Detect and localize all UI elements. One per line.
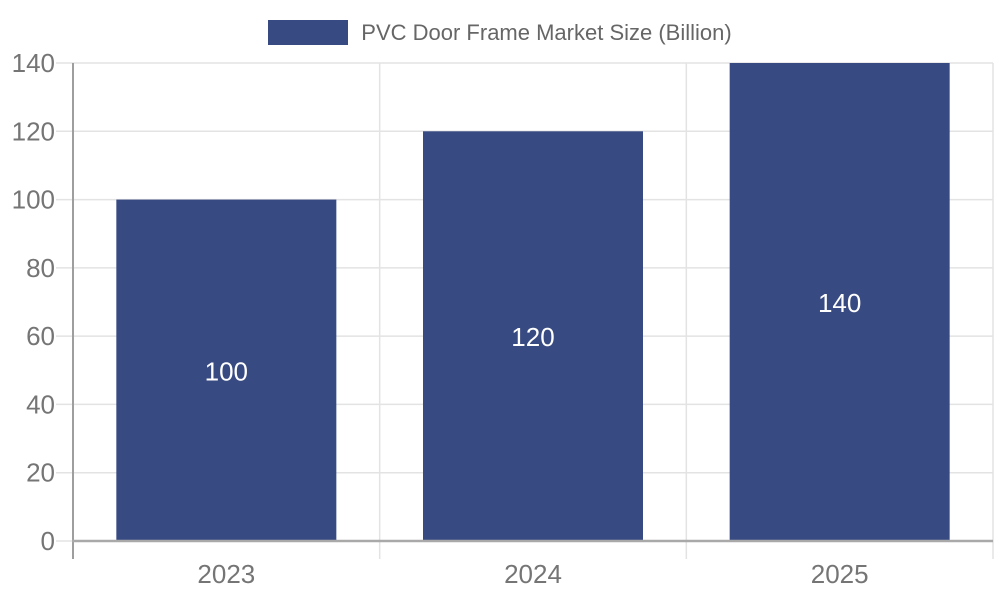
y-tick-label: 80 [26,253,55,283]
bar-value-label: 120 [511,322,554,352]
y-tick-label: 100 [12,185,55,215]
bar [116,199,337,542]
bar [729,63,950,541]
y-tick-label: 40 [26,389,55,419]
x-tick-label: 2025 [811,559,869,589]
x-tick-label: 2024 [504,559,562,589]
y-tick-label: 60 [26,321,55,351]
bar-value-label: 140 [818,288,861,318]
y-tick-label: 140 [12,48,55,78]
y-tick-label: 20 [26,458,55,488]
x-tick-label: 2023 [197,559,255,589]
bar-value-label: 100 [205,356,248,386]
chart-legend: PVC Door Frame Market Size (Billion) [0,19,1000,46]
y-tick-label: 0 [41,526,55,556]
y-tick-label: 120 [12,116,55,146]
legend-series-label: PVC Door Frame Market Size (Billion) [361,20,732,45]
legend-color-swatch [268,20,349,45]
bar [423,131,643,542]
